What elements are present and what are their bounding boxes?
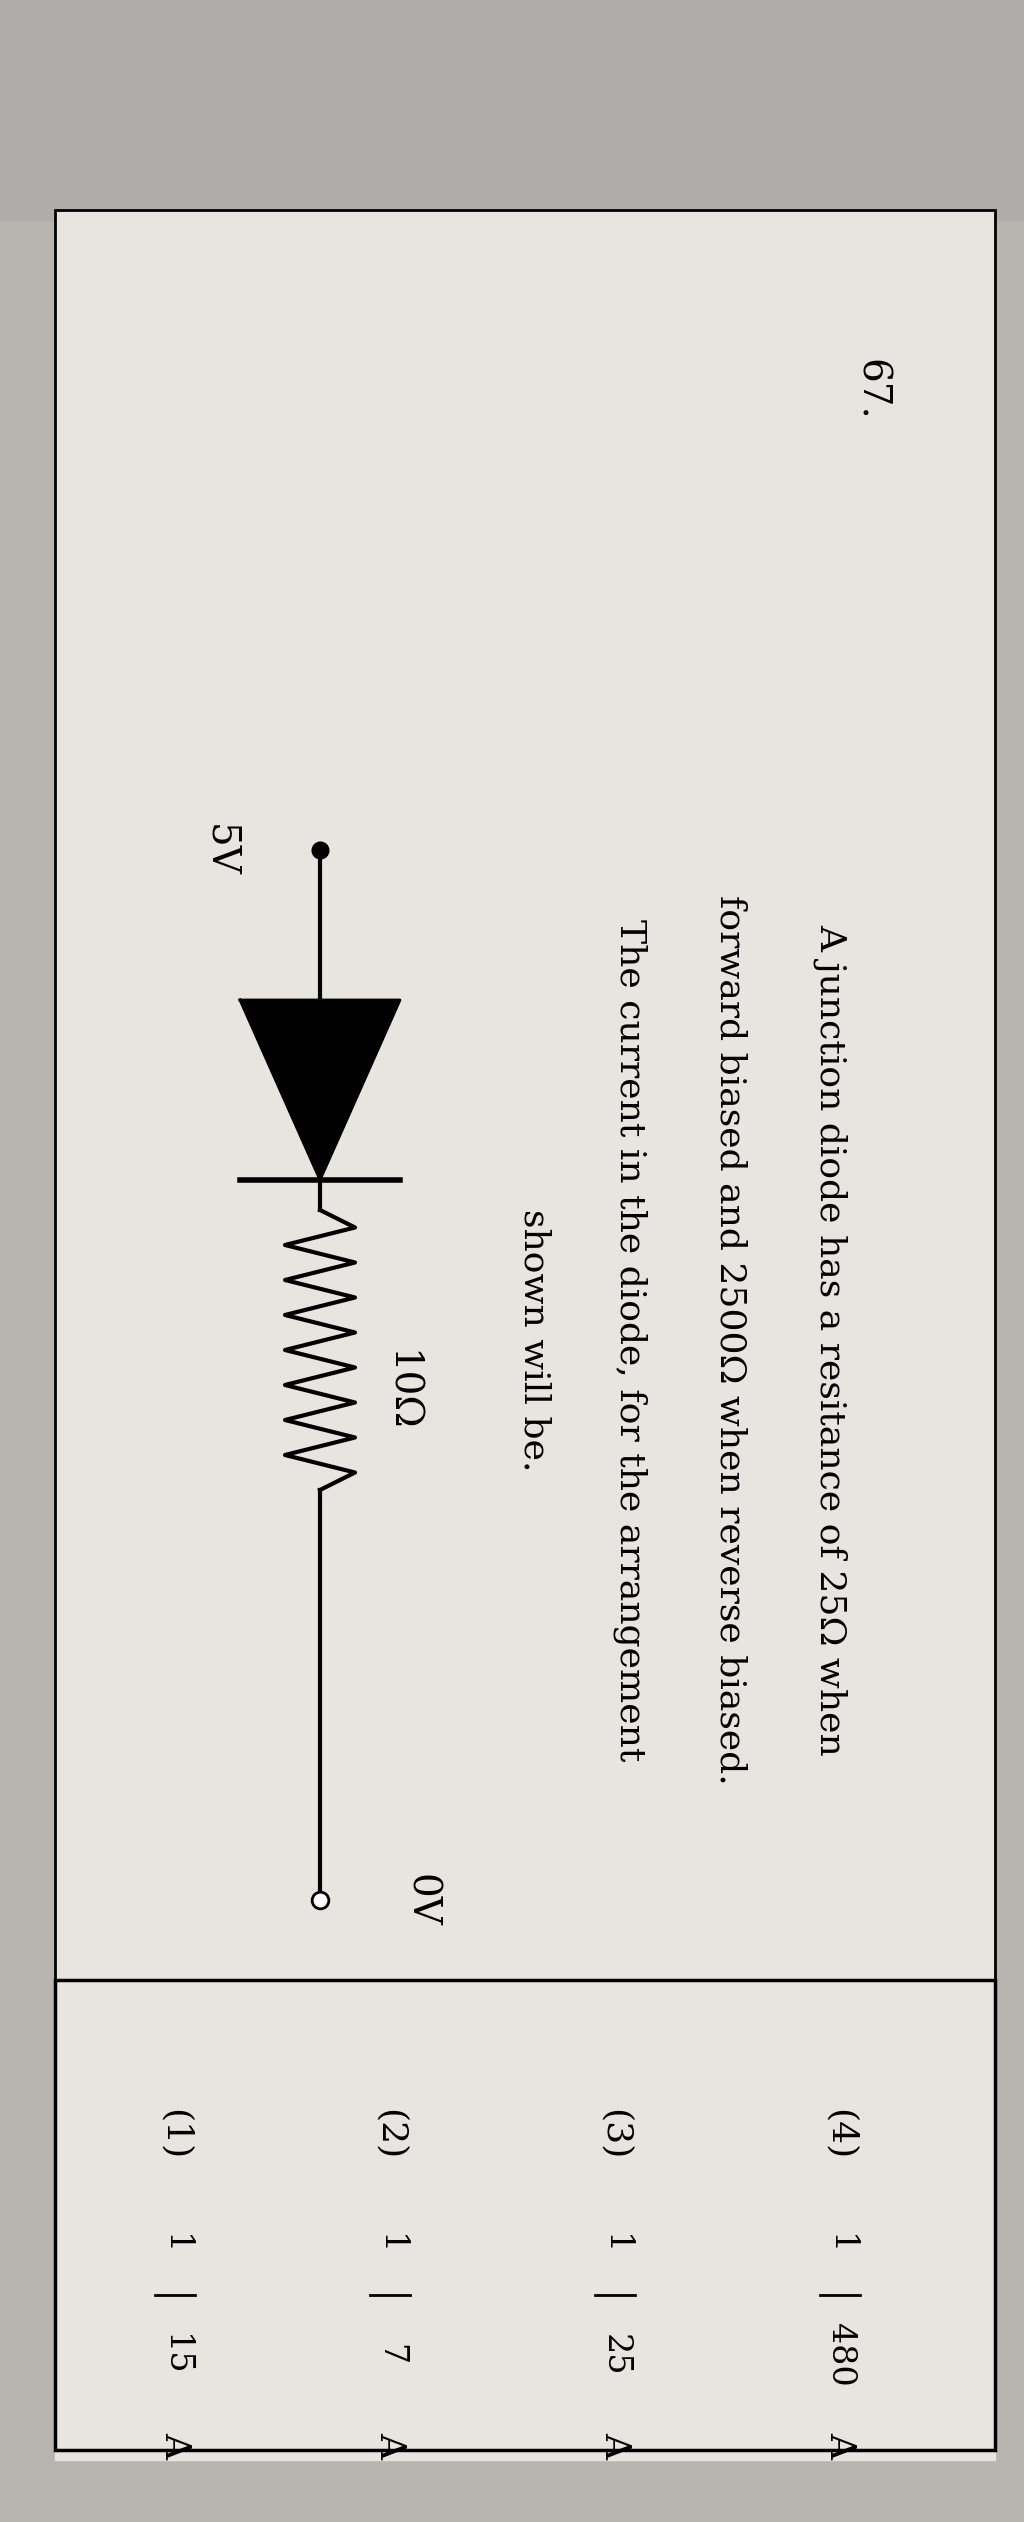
Bar [55,1980,995,2449]
Text: 67.: 67. [852,358,889,421]
Text: 10Ω: 10Ω [382,1349,419,1432]
Text: 0V: 0V [401,1874,438,1927]
Text: A: A [598,2431,632,2459]
Text: 480: 480 [824,2323,856,2386]
Text: 25: 25 [599,2333,631,2376]
Bar [55,209,995,1980]
Text: A: A [158,2431,193,2459]
Text: forward biased and 2500Ω when reverse biased.: forward biased and 2500Ω when reverse bi… [713,895,746,1786]
Text: (3): (3) [598,2108,632,2161]
Text: A: A [373,2431,407,2459]
Text: A: A [823,2431,857,2459]
Text: (2): (2) [373,2108,407,2161]
Text: 1: 1 [159,2234,191,2255]
Text: 1: 1 [824,2234,856,2255]
Bar [55,209,995,2459]
Text: shown will be.: shown will be. [518,1208,552,1470]
Text: (1): (1) [158,2108,193,2161]
Text: The current in the diode, for the arrangement: The current in the diode, for the arrang… [612,918,647,1760]
Polygon shape [240,1001,400,1180]
Text: A junction diode has a resitance of 25Ω when: A junction diode has a resitance of 25Ω … [813,923,847,1755]
Text: (4): (4) [823,2108,857,2161]
Text: 1: 1 [374,2234,406,2255]
Text: 15: 15 [159,2333,191,2376]
Bar [0,0,1024,219]
Text: 1: 1 [599,2234,631,2255]
Text: 7: 7 [374,2345,406,2366]
Text: 5V: 5V [202,825,239,878]
